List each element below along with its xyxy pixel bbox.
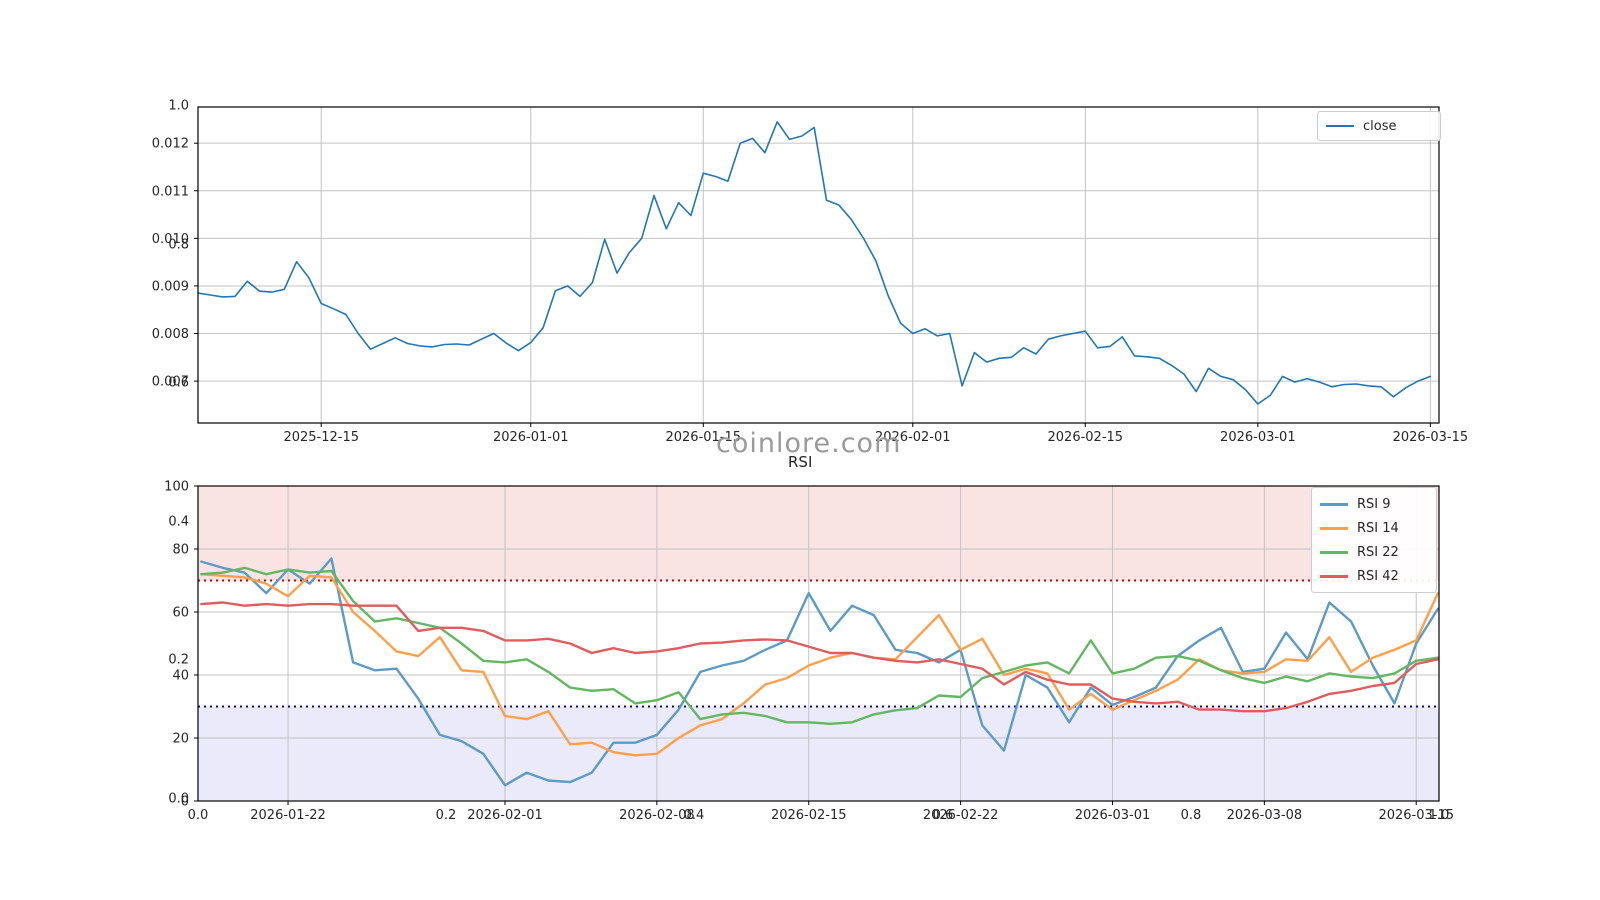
overlay-ytick-label: 0.2 xyxy=(168,653,189,668)
overlay-ytick-label: 0.0 xyxy=(168,792,189,807)
price-ytick-label: 0.010 xyxy=(152,232,189,247)
price-xtick-label: 2026-01-15 xyxy=(665,430,741,445)
rsi-oversold-band xyxy=(198,706,1439,801)
rsi-xtick-label: 2026-02-22 xyxy=(923,808,999,823)
rsi-ytick-label: 100 xyxy=(164,480,189,495)
rsi-xtick-label: 2026-02-08 xyxy=(619,808,695,823)
price-axes-spines xyxy=(197,106,1440,424)
rsi-legend: RSI 9 RSI 14 RSI 22 RSI 42 xyxy=(1311,487,1437,593)
rsi-legend-entry: RSI 22 xyxy=(1320,540,1426,564)
rsi-line-rsi-42 xyxy=(200,601,1440,713)
price-ytick-label: 0.008 xyxy=(152,327,189,342)
overlay-xtick-label: 0.4 xyxy=(684,808,705,823)
price-xtick-label: 2026-02-01 xyxy=(875,430,951,445)
rsi-ytick-label: 80 xyxy=(172,543,189,558)
price-legend-entry: close xyxy=(1326,116,1396,136)
rsi-22-line-swatch xyxy=(1320,550,1348,554)
rsi-legend-entry: RSI 14 xyxy=(1320,516,1426,540)
overlay-xtick-label: 0.6 xyxy=(933,808,954,823)
overlay-xtick-label: 0.2 xyxy=(436,808,457,823)
rsi-axes-spines xyxy=(197,485,1440,802)
overlay-xtick-label: 0.0 xyxy=(188,808,209,823)
price-xtick-label: 2026-01-01 xyxy=(493,430,569,445)
rsi-xtick-label: 2026-01-22 xyxy=(250,808,326,823)
rsi-legend-label: RSI 42 xyxy=(1357,568,1399,584)
price-ytick-label: 0.012 xyxy=(152,137,189,152)
rsi-legend-entry: RSI 9 xyxy=(1320,492,1426,516)
rsi-line-rsi-14 xyxy=(200,573,1440,757)
overlay-xtick-label: 1.0 xyxy=(1429,808,1450,823)
rsi-legend-label: RSI 14 xyxy=(1357,520,1399,536)
rsi-42-line-swatch xyxy=(1320,574,1348,578)
rsi-ytick-label: 40 xyxy=(172,669,189,684)
rsi-14-line-swatch xyxy=(1320,526,1348,530)
rsi-line-rsi-9 xyxy=(200,557,1440,787)
price-ytick-label: 0.011 xyxy=(152,184,189,199)
close-line-swatch xyxy=(1326,125,1354,127)
price-legend: close xyxy=(1317,111,1441,141)
rsi-chart-title: RSI xyxy=(788,453,813,471)
rsi-legend-label: RSI 9 xyxy=(1357,496,1391,512)
overlay-ytick-label: 0.6 xyxy=(168,376,189,391)
price-xtick-label: 2026-03-01 xyxy=(1220,430,1296,445)
overlay-ytick-label: 0.8 xyxy=(168,238,189,253)
rsi-legend-label: RSI 22 xyxy=(1357,544,1399,560)
price-xtick-label: 2025-12-15 xyxy=(283,430,359,445)
rsi-xtick-label: 2026-03-15 xyxy=(1378,808,1454,823)
rsi-ytick-label: 0 xyxy=(181,795,189,810)
overlay-ytick-label: 1.0 xyxy=(168,99,189,114)
close-price-line xyxy=(197,121,1432,405)
price-ytick-label: 0.007 xyxy=(152,375,189,390)
overlay-xtick-label: 0.8 xyxy=(1181,808,1202,823)
price-legend-label: close xyxy=(1363,118,1397,134)
rsi-xtick-label: 2026-03-08 xyxy=(1227,808,1303,823)
rsi-legend-entry: RSI 42 xyxy=(1320,564,1426,588)
rsi-xtick-label: 2026-03-01 xyxy=(1075,808,1151,823)
rsi-line-rsi-22 xyxy=(200,566,1440,725)
rsi-ytick-label: 60 xyxy=(172,606,189,621)
price-ytick-label: 0.009 xyxy=(152,279,189,294)
rsi-overbought-band xyxy=(198,486,1439,581)
watermark: coinlore.com xyxy=(716,428,902,459)
rsi-ytick-label: 20 xyxy=(172,732,189,747)
rsi-xtick-label: 2026-02-15 xyxy=(771,808,847,823)
price-xtick-label: 2026-03-15 xyxy=(1393,430,1469,445)
rsi-xtick-label: 2026-02-01 xyxy=(467,808,543,823)
price-xtick-label: 2026-02-15 xyxy=(1048,430,1124,445)
rsi-9-line-swatch xyxy=(1320,502,1348,506)
overlay-ytick-label: 0.4 xyxy=(168,515,189,530)
